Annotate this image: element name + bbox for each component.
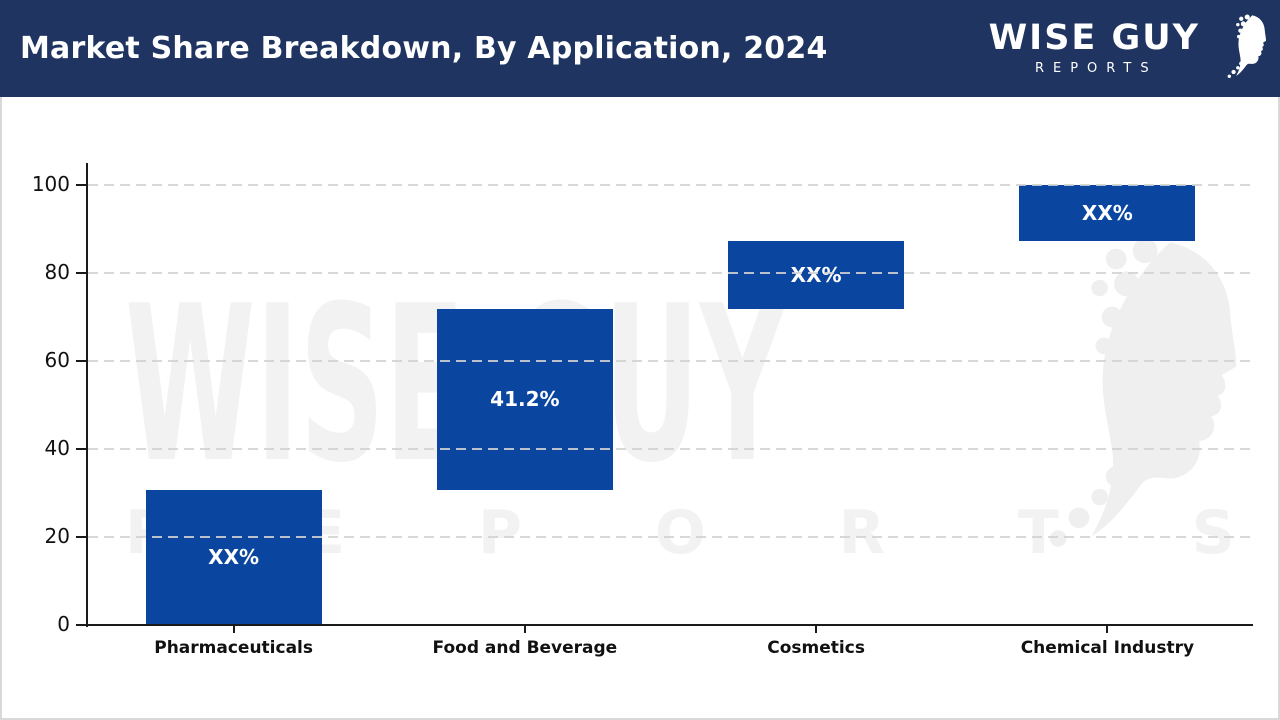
y-tick xyxy=(76,624,86,626)
gridline xyxy=(88,536,1253,538)
wise-guy-logo: WISE GUY REPORTS xyxy=(989,10,1266,88)
bar-value-label: XX% xyxy=(208,545,260,570)
bar-value-label: XX% xyxy=(790,262,842,287)
x-axis xyxy=(86,624,1253,626)
gridline xyxy=(88,448,1253,450)
gridline xyxy=(88,184,1253,186)
x-category-label: Food and Beverage xyxy=(432,638,618,658)
y-tick xyxy=(76,360,86,362)
gridline xyxy=(88,272,1253,274)
bar-pharmaceuticals: XX% xyxy=(145,489,322,625)
y-tick-label: 80 xyxy=(44,260,70,284)
y-axis xyxy=(86,163,88,627)
logo-wordmark: WISE GUY xyxy=(988,18,1200,58)
x-category-label: Pharmaceuticals xyxy=(154,638,313,658)
y-tick-label: 100 xyxy=(31,172,70,196)
x-category-label: Cosmetics xyxy=(767,638,865,658)
y-tick-label: 40 xyxy=(44,436,70,460)
gridline xyxy=(88,360,1253,362)
bar-chemical-industry: XX% xyxy=(1019,185,1196,241)
bar-cosmetics: XX% xyxy=(728,240,905,309)
bar-value-label: 41.2% xyxy=(490,387,560,412)
x-tick xyxy=(1106,626,1109,633)
bar-food-and-beverage: 41.2% xyxy=(436,308,613,490)
y-tick-label: 20 xyxy=(44,524,70,548)
x-tick xyxy=(815,626,818,633)
y-tick xyxy=(76,536,86,538)
logo-text: WISE GUY REPORTS xyxy=(988,18,1200,77)
x-category-label: Chemical Industry xyxy=(1020,638,1195,658)
y-tick-label: 0 xyxy=(57,612,70,636)
watermark-face-icon xyxy=(925,230,1237,582)
logo-face-icon xyxy=(1202,10,1266,88)
header: Market Share Breakdown, By Application, … xyxy=(0,0,1280,97)
y-tick-label: 60 xyxy=(44,348,70,372)
y-tick xyxy=(76,272,86,274)
page-title: Market Share Breakdown, By Application, … xyxy=(20,31,828,66)
logo-subtext: REPORTS xyxy=(1034,61,1158,76)
bar-value-label: XX% xyxy=(1081,200,1133,225)
y-tick xyxy=(76,184,86,186)
x-tick xyxy=(232,626,235,633)
x-tick xyxy=(523,626,526,633)
y-tick xyxy=(76,448,86,450)
